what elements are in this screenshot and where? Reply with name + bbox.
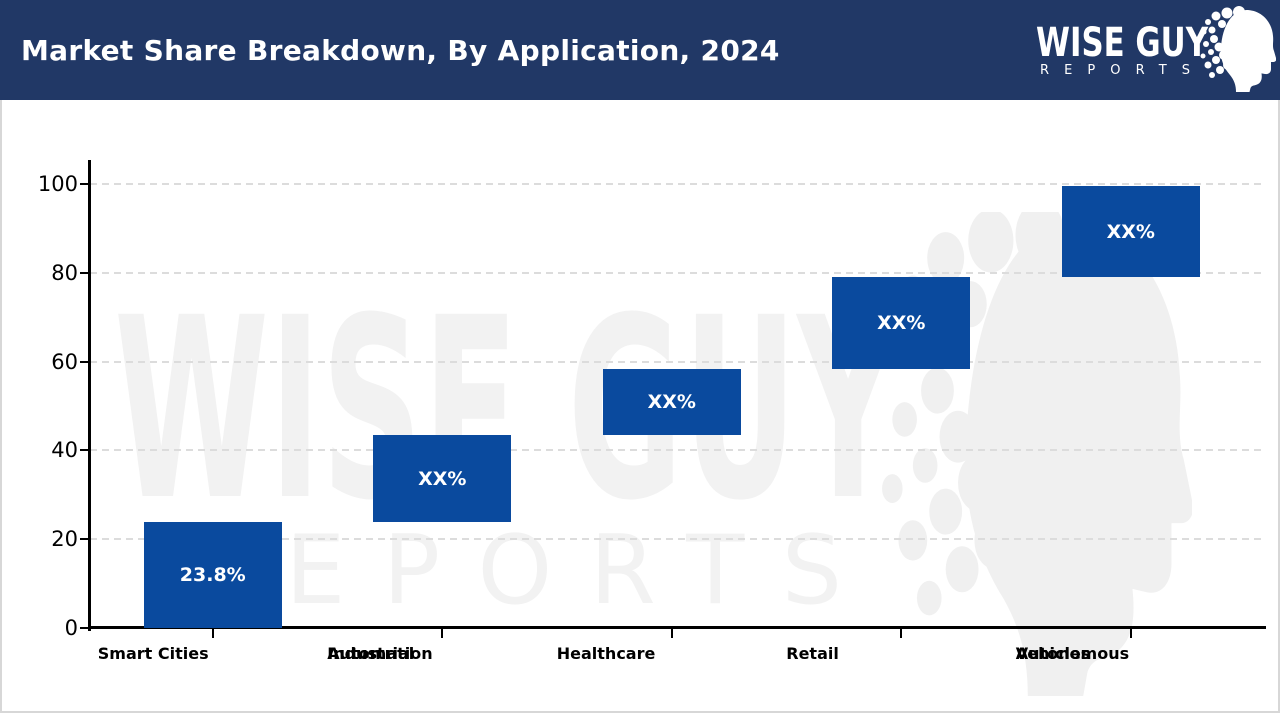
x-axis-line: [88, 626, 1266, 629]
x-axis-tick: [1129, 629, 1132, 638]
x-axis-category-label-line: Retail: [786, 644, 839, 663]
bar-value-label: XX%: [647, 390, 696, 413]
bar-value-label: XX%: [418, 467, 467, 490]
x-axis-tick: [211, 629, 214, 638]
y-axis-tick-label: 20: [51, 527, 78, 552]
y-axis-tick-label: 40: [51, 438, 78, 463]
gridline: [90, 183, 1266, 185]
x-axis-tick: [441, 629, 444, 638]
y-axis-tick: [80, 271, 90, 274]
y-axis-tick: [80, 360, 90, 363]
bar: XX%: [1061, 186, 1200, 278]
gridline: [90, 449, 1266, 452]
y-axis-tick-label: 100: [37, 172, 78, 196]
brand-logo: WISE GUY REPORTS: [1036, 6, 1276, 92]
y-axis-tick: [80, 627, 90, 629]
x-axis-category-label-line: Smart Cities: [97, 644, 209, 663]
bar-value-label: XX%: [1106, 220, 1155, 243]
brand-logo-head-icon: [1200, 6, 1276, 92]
gridline: [90, 271, 1266, 274]
x-axis-category-label-line: Autonomous: [1015, 644, 1130, 663]
x-axis-category-label-line: Healthcare: [556, 644, 656, 663]
page-title: Market Share Breakdown, By Application, …: [21, 33, 780, 67]
y-axis-tick-label: 80: [51, 260, 78, 285]
x-axis-tick: [900, 629, 903, 638]
x-axis-category-label-line: Automation: [327, 644, 433, 663]
bar-value-label: XX%: [877, 311, 926, 334]
x-axis-tick: [670, 629, 673, 638]
y-axis-line: [88, 160, 91, 631]
y-axis-tick: [80, 183, 90, 185]
brand-logo-wordmark: WISE GUY: [1036, 20, 1209, 66]
bar: XX%: [602, 368, 741, 435]
waterfall-chart: 0 20 40 60 80 100 23.8% XX% XX% XX% XX% Smart Citie…: [2, 100, 1278, 711]
gridline: [90, 360, 1266, 363]
bar: XX%: [373, 434, 512, 523]
y-axis-tick: [80, 538, 90, 541]
y-axis-tick-label: 60: [51, 349, 78, 374]
bar: XX%: [832, 277, 971, 369]
bar: 23.8%: [143, 522, 282, 628]
x-axis-category-label-line: Vehicles: [1015, 644, 1091, 663]
chart-card: WISE GUY REPORTS 02040608010023.8%XX%XX%…: [0, 100, 1280, 713]
y-axis-tick-label: 0: [64, 616, 78, 640]
y-axis-tick: [80, 449, 90, 452]
header: Market Share Breakdown, By Application, …: [0, 0, 1280, 100]
bar-value-label: 23.8%: [179, 564, 246, 587]
x-axis-category-label-line: Industrial: [327, 644, 415, 663]
gridline: [90, 538, 1266, 541]
